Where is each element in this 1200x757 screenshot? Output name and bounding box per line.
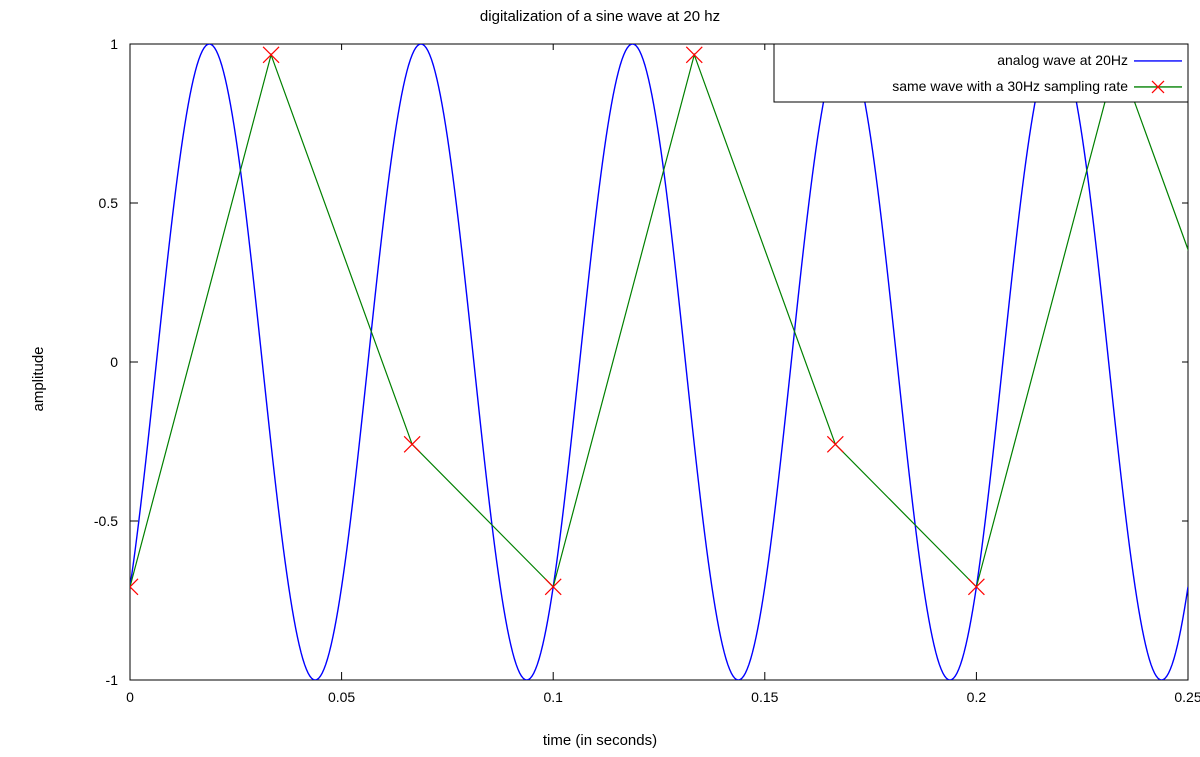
sample-marker	[545, 579, 561, 595]
sampled-wave-line	[130, 55, 1200, 587]
analog-sine-line	[130, 44, 1188, 680]
legend-row-analog-label: analog wave at 20Hz	[997, 52, 1128, 68]
x-tick-label: 0.1	[543, 689, 563, 705]
x-tick-label: 0.15	[751, 689, 778, 705]
y-tick-label: -0.5	[94, 513, 118, 529]
sample-marker	[827, 436, 843, 452]
x-tick-label: 0.25	[1174, 689, 1200, 705]
x-tick-label: 0.2	[967, 689, 987, 705]
sample-marker	[686, 47, 702, 63]
x-tick-label: 0.05	[328, 689, 355, 705]
sample-marker	[263, 47, 279, 63]
legend-row-sampled-label: same wave with a 30Hz sampling rate	[892, 78, 1128, 94]
chart-plot: 0 0.05 0.1 0.15 0.2 0.25 -1 -0.5 0 0.5 1 analog wav…	[0, 0, 1200, 757]
y-tick-label: -1	[106, 672, 119, 688]
sample-marker	[404, 436, 420, 452]
sample-marker	[968, 579, 984, 595]
y-tick-label: 0.5	[99, 195, 119, 211]
y-tick-label: 0	[110, 354, 118, 370]
y-tick-label: 1	[110, 36, 118, 52]
x-tick-label: 0	[126, 689, 134, 705]
